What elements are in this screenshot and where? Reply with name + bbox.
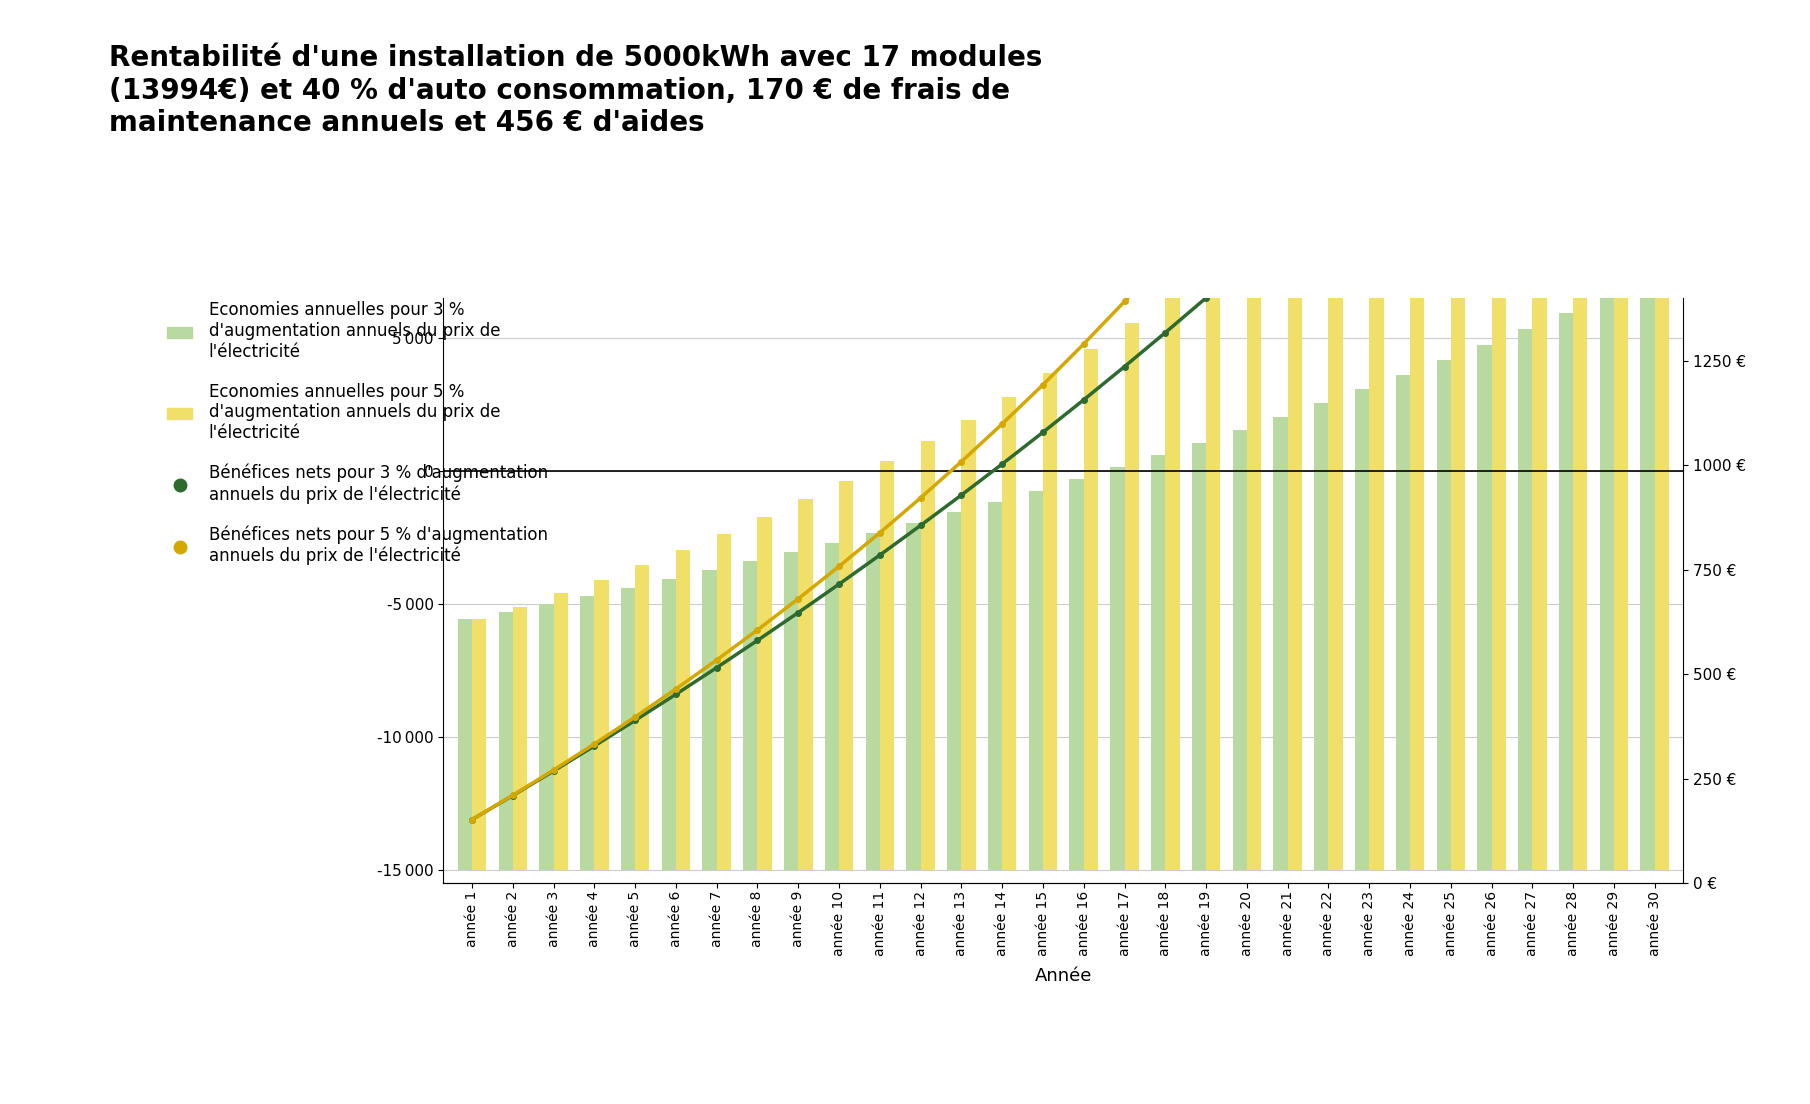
Bar <box>947 512 961 870</box>
Bar <box>1573 0 1587 870</box>
Bar <box>744 562 758 870</box>
Bar <box>865 533 880 870</box>
Bar <box>1028 490 1043 870</box>
Bar <box>840 481 853 870</box>
Bar <box>1477 344 1491 870</box>
Bar <box>1205 266 1220 870</box>
Bar <box>907 523 921 870</box>
Bar <box>1084 349 1099 870</box>
Text: Rentabilité d'une installation de 5000kWh avec 17 modules
(13994€) et 40 % d'aut: Rentabilité d'une installation de 5000kW… <box>109 44 1043 137</box>
Bar <box>1043 373 1057 870</box>
Bar <box>1003 397 1017 870</box>
Bar <box>1558 312 1573 870</box>
Bar <box>1410 99 1424 870</box>
Bar <box>675 550 690 870</box>
Bar <box>1247 236 1262 870</box>
Bar <box>1124 322 1138 870</box>
Bar <box>1287 204 1301 870</box>
Bar <box>472 619 487 870</box>
Bar <box>1274 417 1287 870</box>
Bar <box>702 571 717 870</box>
Bar <box>1615 0 1629 870</box>
Bar <box>758 517 771 870</box>
Bar <box>579 596 594 870</box>
Bar <box>1640 279 1654 870</box>
Bar <box>825 543 840 870</box>
Bar <box>921 440 936 870</box>
Bar <box>1166 295 1180 870</box>
Bar <box>1491 21 1506 870</box>
Bar <box>621 587 635 870</box>
Bar <box>458 619 472 870</box>
Bar <box>798 499 813 870</box>
Bar <box>635 565 650 870</box>
Bar <box>1600 296 1615 870</box>
Bar <box>1329 171 1343 870</box>
Bar <box>1437 360 1452 870</box>
Bar <box>1519 329 1533 870</box>
Bar <box>554 594 568 870</box>
Bar <box>784 552 798 870</box>
Bar <box>961 420 976 870</box>
Legend: Economies annuelles pour 3 %
d'augmentation annuels du prix de
l'électricité, Ec: Economies annuelles pour 3 % d'augmentat… <box>161 295 554 572</box>
Bar <box>512 606 527 870</box>
Bar <box>594 580 608 870</box>
Bar <box>1533 0 1548 870</box>
Bar <box>1233 431 1247 870</box>
Bar <box>1396 375 1410 870</box>
Bar <box>1368 137 1383 870</box>
Bar <box>1151 456 1166 870</box>
Bar <box>1191 443 1205 870</box>
Bar <box>1070 479 1084 870</box>
Bar <box>498 612 512 870</box>
Bar <box>1356 390 1368 870</box>
Bar <box>662 580 675 870</box>
Bar <box>717 534 731 870</box>
X-axis label: Année: Année <box>1035 967 1091 985</box>
Bar <box>880 461 894 870</box>
Bar <box>988 501 1003 870</box>
Bar <box>1654 0 1669 870</box>
Bar <box>1314 403 1329 870</box>
Bar <box>1452 61 1464 870</box>
Bar <box>539 604 554 870</box>
Bar <box>1110 467 1124 870</box>
